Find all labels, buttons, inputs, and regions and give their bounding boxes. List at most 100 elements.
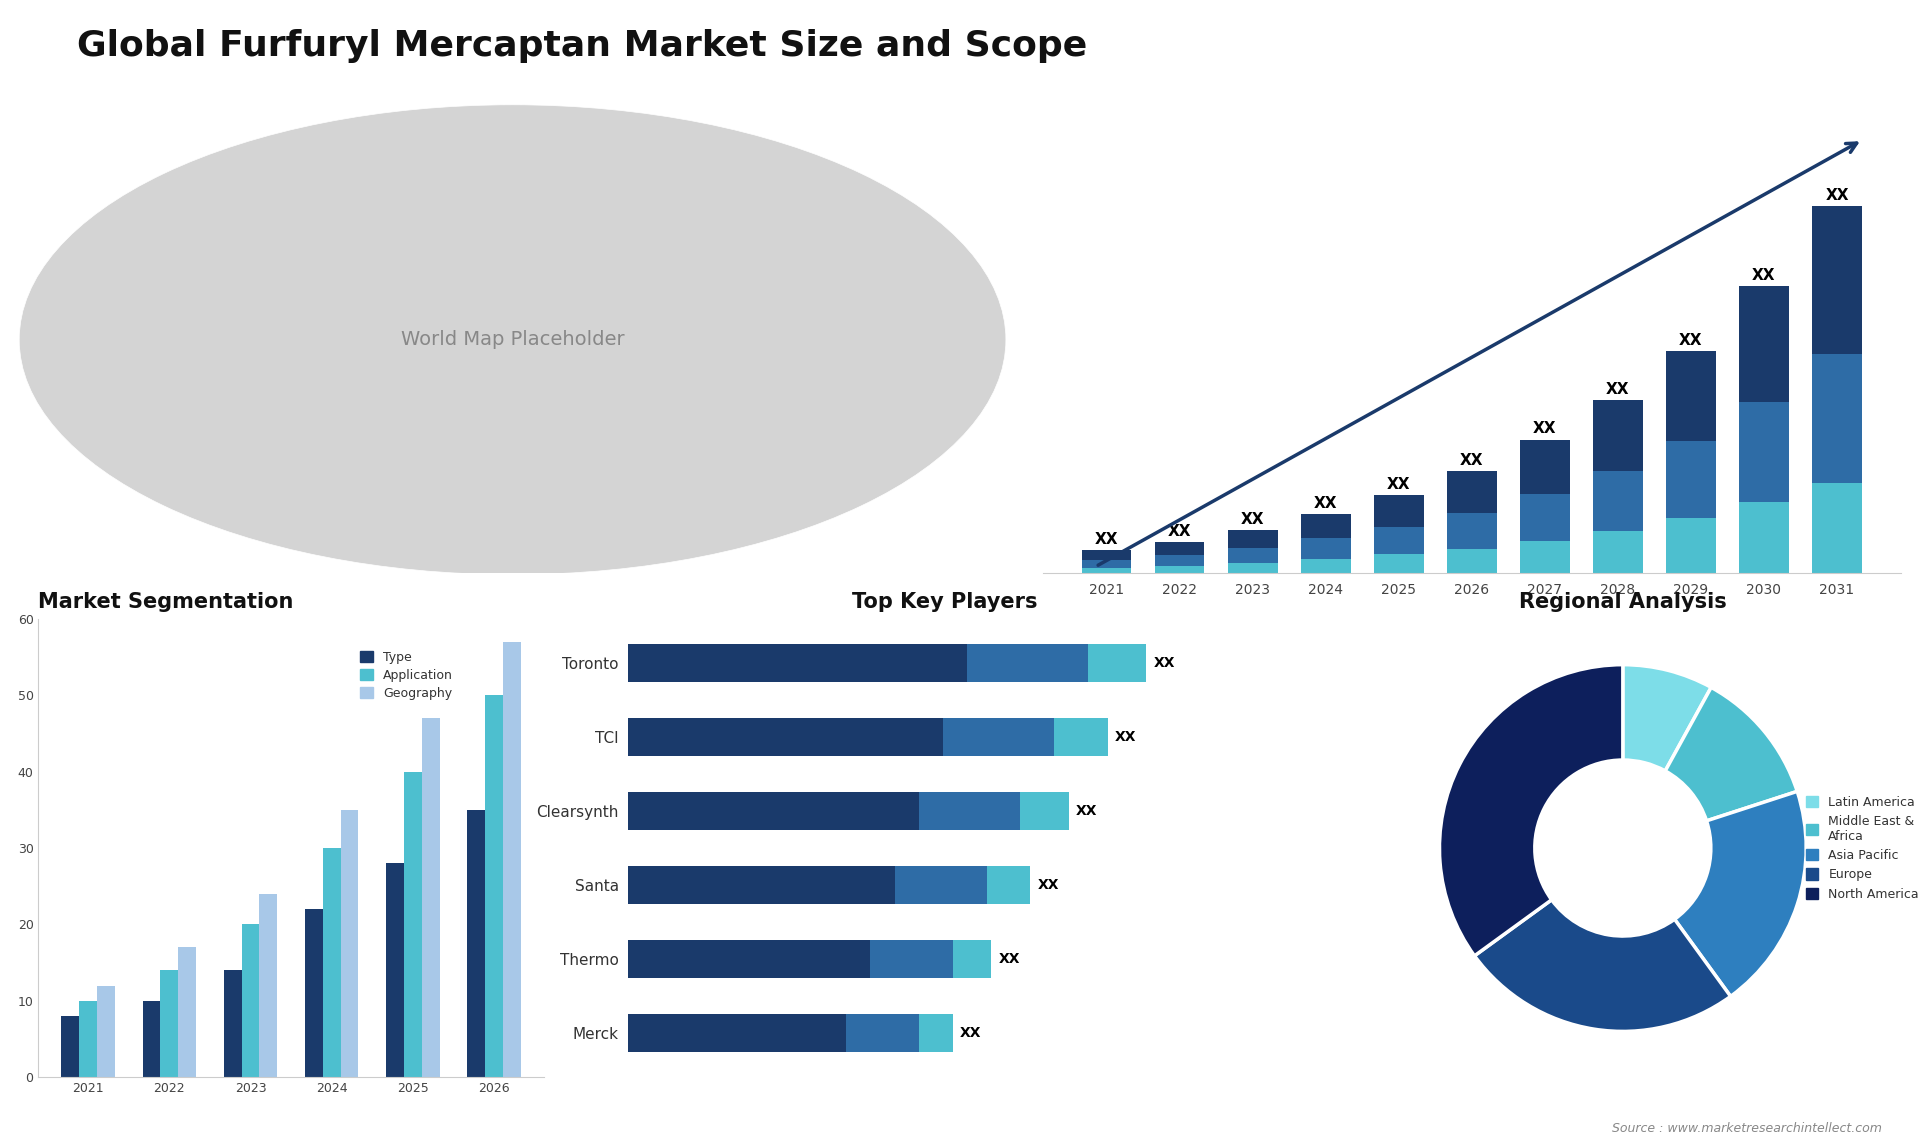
Bar	[920, 792, 1020, 831]
Bar	[61, 1017, 79, 1077]
Wedge shape	[1622, 665, 1711, 771]
Wedge shape	[1440, 665, 1622, 956]
Legend: Latin America, Middle East &
Africa, Asia Pacific, Europe, North America: Latin America, Middle East & Africa, Asi…	[1803, 793, 1920, 903]
Wedge shape	[1665, 688, 1797, 821]
Bar	[1521, 541, 1571, 573]
Bar	[1521, 494, 1571, 541]
Bar	[1089, 644, 1146, 682]
Bar	[340, 810, 359, 1077]
Bar	[1229, 563, 1277, 573]
Bar	[847, 1014, 920, 1052]
Title: Top Key Players: Top Key Players	[852, 591, 1037, 612]
Text: XX: XX	[1167, 524, 1192, 539]
Text: XX: XX	[1753, 268, 1776, 283]
Bar	[1081, 560, 1131, 568]
Text: XX: XX	[960, 1026, 981, 1039]
Bar	[1375, 495, 1423, 527]
Bar	[386, 863, 403, 1077]
Bar	[1081, 568, 1131, 573]
Bar	[1154, 555, 1204, 566]
Text: XX: XX	[1607, 382, 1630, 398]
Bar	[1229, 529, 1277, 548]
Text: XX: XX	[1116, 730, 1137, 744]
Bar	[1302, 513, 1350, 539]
Bar	[1448, 549, 1496, 573]
Bar	[1667, 441, 1716, 518]
Text: XX: XX	[1313, 495, 1338, 510]
Bar	[895, 865, 987, 904]
Text: XX: XX	[998, 952, 1020, 966]
Bar	[323, 848, 340, 1077]
Bar	[467, 810, 486, 1077]
Bar	[422, 719, 440, 1077]
Bar	[1302, 539, 1350, 559]
Bar	[968, 644, 1089, 682]
Bar	[486, 696, 503, 1077]
Bar	[1812, 206, 1862, 354]
Bar	[1812, 482, 1862, 573]
Bar	[1667, 351, 1716, 441]
Bar	[161, 971, 179, 1077]
Bar	[952, 940, 991, 979]
Text: XX: XX	[1826, 188, 1849, 203]
Bar	[628, 1014, 847, 1052]
Text: World Map Placeholder: World Map Placeholder	[401, 330, 624, 350]
Bar	[1448, 471, 1496, 513]
Title: Regional Analysis: Regional Analysis	[1519, 591, 1726, 612]
Bar	[98, 986, 115, 1077]
Bar	[503, 642, 520, 1077]
Bar	[987, 865, 1031, 904]
Text: XX: XX	[1680, 332, 1703, 347]
Text: XX: XX	[1459, 453, 1484, 468]
Bar	[628, 644, 968, 682]
Bar	[1020, 792, 1069, 831]
Bar	[1594, 400, 1644, 471]
Bar	[1154, 542, 1204, 555]
Text: Source : www.marketresearchintellect.com: Source : www.marketresearchintellect.com	[1611, 1122, 1882, 1135]
Bar	[242, 925, 259, 1077]
Bar	[1302, 559, 1350, 573]
Bar	[628, 940, 870, 979]
Bar	[179, 948, 196, 1077]
Bar	[1594, 471, 1644, 531]
Bar	[628, 865, 895, 904]
Bar	[1375, 555, 1423, 573]
Bar	[920, 1014, 952, 1052]
Bar	[1448, 513, 1496, 549]
Text: XX: XX	[1075, 804, 1098, 818]
Bar	[225, 971, 242, 1077]
Bar	[403, 771, 422, 1077]
Bar	[1229, 548, 1277, 563]
Legend: Type, Application, Geography: Type, Application, Geography	[357, 647, 455, 702]
Bar	[1740, 402, 1789, 502]
Bar	[1740, 502, 1789, 573]
Wedge shape	[1475, 900, 1730, 1031]
Text: Market Segmentation: Market Segmentation	[38, 591, 294, 612]
Bar	[1594, 531, 1644, 573]
Ellipse shape	[19, 104, 1006, 574]
Text: XX: XX	[1037, 878, 1060, 892]
Bar	[142, 1000, 161, 1077]
Wedge shape	[1674, 792, 1807, 996]
Bar	[1154, 566, 1204, 573]
Text: XX: XX	[1094, 532, 1117, 548]
Text: XX: XX	[1240, 511, 1265, 527]
Text: Global Furfuryl Mercaptan Market Size and Scope: Global Furfuryl Mercaptan Market Size an…	[77, 29, 1087, 63]
Bar	[305, 909, 323, 1077]
Bar	[1740, 286, 1789, 402]
Bar	[1054, 717, 1108, 756]
Text: XX: XX	[1532, 422, 1557, 437]
Bar	[259, 894, 276, 1077]
Bar	[1812, 354, 1862, 482]
Bar	[628, 792, 920, 831]
Bar	[628, 717, 943, 756]
Bar	[943, 717, 1054, 756]
Bar	[1081, 550, 1131, 560]
Text: XX: XX	[1154, 657, 1175, 670]
Bar	[1375, 527, 1423, 555]
Bar	[870, 940, 952, 979]
Bar	[1667, 518, 1716, 573]
Text: XX: XX	[1386, 477, 1411, 492]
Bar	[79, 1000, 98, 1077]
Bar	[1521, 440, 1571, 494]
